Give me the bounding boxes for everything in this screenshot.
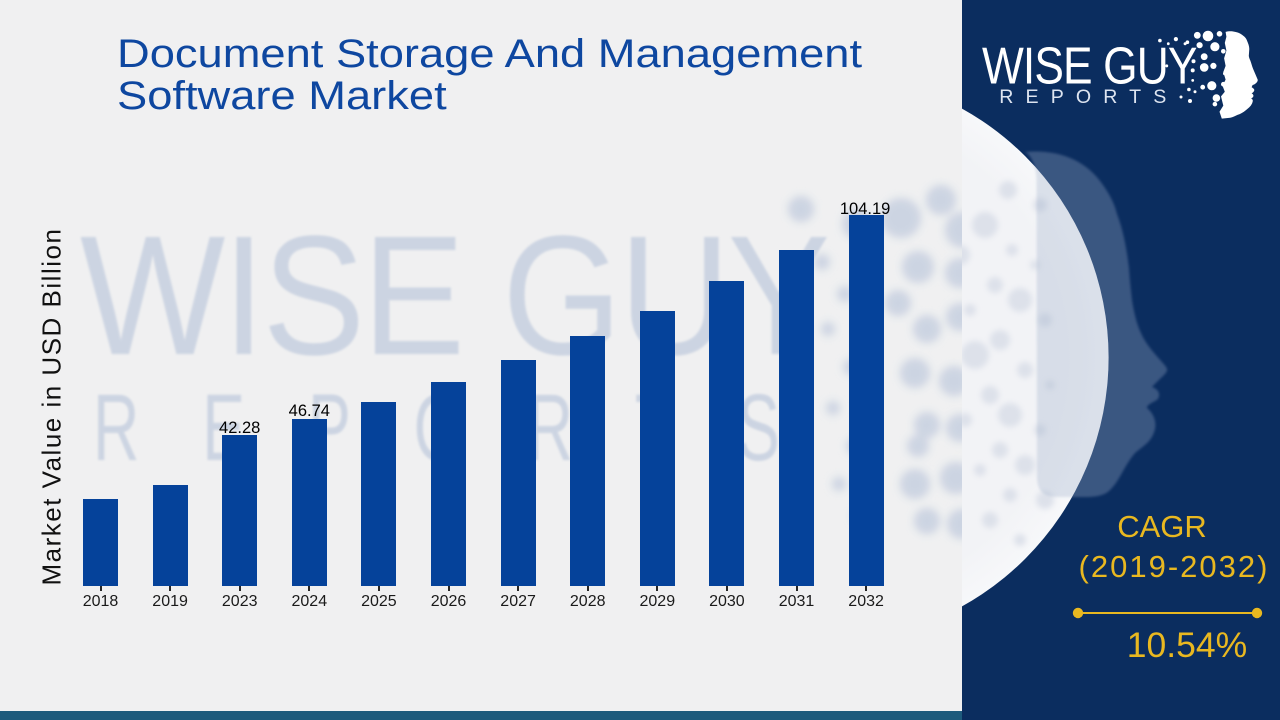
svg-text:REPORTS: REPORTS (999, 86, 1178, 108)
svg-text:WISE GUY: WISE GUY (80, 201, 828, 391)
svg-text:WISE GUY: WISE GUY (982, 38, 1197, 95)
